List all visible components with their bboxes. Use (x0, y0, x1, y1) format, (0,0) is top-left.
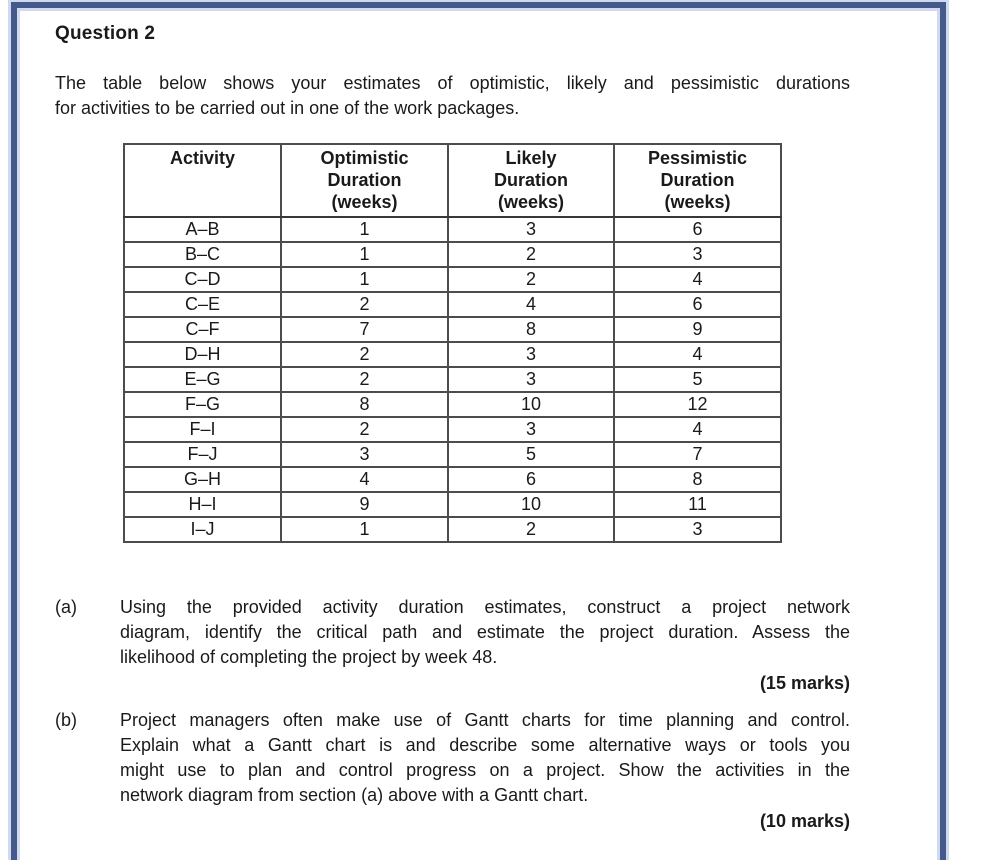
table-row: F–J 3 5 7 (123, 441, 782, 468)
pessimistic-cell: 6 (613, 291, 782, 318)
table-row: F–I 2 3 4 (123, 416, 782, 443)
pessimistic-cell: 7 (613, 441, 782, 468)
pessimistic-cell: 3 (613, 516, 782, 543)
pessimistic-cell: 5 (613, 366, 782, 393)
section-a-body: Using the provided activity duration est… (120, 595, 850, 696)
optimistic-cell: 1 (280, 266, 449, 293)
section-a: (a) Using the provided activity duration… (55, 595, 850, 696)
optimistic-cell: 9 (280, 491, 449, 518)
likely-cell: 2 (447, 266, 615, 293)
table-body: A–B 1 3 6 B–C 1 2 3 C–D 1 2 4 C–E 2 4 (123, 216, 782, 543)
likely-cell: 3 (447, 341, 615, 368)
likely-cell: 4 (447, 291, 615, 318)
section-b-line: network diagram from section (a) above w… (120, 785, 589, 805)
optimistic-cell: 1 (280, 216, 449, 243)
activity-cell: F–I (123, 416, 282, 443)
pessimistic-cell: 4 (613, 416, 782, 443)
likely-cell: 3 (447, 366, 615, 393)
activity-cell: F–G (123, 391, 282, 418)
duration-estimates-table: Activity Optimistic Duration (weeks) Lik… (123, 143, 782, 543)
likely-cell: 6 (447, 466, 615, 493)
optimistic-cell: 7 (280, 316, 449, 343)
activity-cell: B–C (123, 241, 282, 268)
pessimistic-cell: 8 (613, 466, 782, 493)
section-a-label: (a) (55, 597, 77, 617)
optimistic-cell: 4 (280, 466, 449, 493)
col-header-likely: Likely Duration (weeks) (447, 143, 615, 218)
activity-cell: E–G (123, 366, 282, 393)
optimistic-cell: 2 (280, 341, 449, 368)
likely-cell: 2 (447, 241, 615, 268)
likely-cell: 3 (447, 416, 615, 443)
intro-paragraph: The table below shows your estimates of … (55, 71, 850, 121)
table-row: I–J 1 2 3 (123, 516, 782, 543)
table-row: C–D 1 2 4 (123, 266, 782, 293)
optimistic-cell: 2 (280, 291, 449, 318)
optimistic-cell: 3 (280, 441, 449, 468)
likely-cell: 10 (447, 391, 615, 418)
table-row: B–C 1 2 3 (123, 241, 782, 268)
optimistic-cell: 2 (280, 366, 449, 393)
table-row: H–I 9 10 11 (123, 491, 782, 518)
optimistic-cell: 1 (280, 516, 449, 543)
activity-cell: C–E (123, 291, 282, 318)
table-header-row: Activity Optimistic Duration (weeks) Lik… (123, 143, 782, 218)
section-a-line: Using the provided activity duration est… (120, 597, 850, 617)
section-b-body: Project managers often make use of Gantt… (120, 708, 850, 834)
section-a-line: diagram, identify the critical path and … (120, 622, 850, 642)
activity-cell: D–H (123, 341, 282, 368)
table-row: C–F 7 8 9 (123, 316, 782, 343)
table-header: Activity Optimistic Duration (weeks) Lik… (123, 143, 782, 218)
section-b-marks: (10 marks) (759, 811, 850, 831)
table-row: A–B 1 3 6 (123, 216, 782, 243)
col-header-pessimistic: Pessimistic Duration (weeks) (613, 143, 782, 218)
likely-cell: 2 (447, 516, 615, 543)
section-a-line: likelihood of completing the project by … (120, 647, 498, 667)
likely-cell: 8 (447, 316, 615, 343)
activity-cell: C–D (123, 266, 282, 293)
optimistic-cell: 2 (280, 416, 449, 443)
intro-line: for activities to be carried out in one … (55, 98, 520, 118)
table-row: C–E 2 4 6 (123, 291, 782, 318)
section-b-label: (b) (55, 710, 77, 730)
table-row: D–H 2 3 4 (123, 341, 782, 368)
optimistic-cell: 1 (280, 241, 449, 268)
table-row: E–G 2 3 5 (123, 366, 782, 393)
activity-cell: I–J (123, 516, 282, 543)
section-a-marks: (15 marks) (759, 673, 850, 693)
col-header-activity: Activity (123, 143, 282, 218)
activity-cell: G–H (123, 466, 282, 493)
pessimistic-cell: 11 (613, 491, 782, 518)
section-b-line: might use to plan and control progress o… (120, 760, 850, 780)
pessimistic-cell: 3 (613, 241, 782, 268)
pessimistic-cell: 6 (613, 216, 782, 243)
col-header-optimistic: Optimistic Duration (weeks) (280, 143, 449, 218)
activity-cell: F–J (123, 441, 282, 468)
pessimistic-cell: 12 (613, 391, 782, 418)
pessimistic-cell: 4 (613, 266, 782, 293)
pessimistic-cell: 9 (613, 316, 782, 343)
intro-line: The table below shows your estimates of … (55, 73, 850, 93)
section-b-line: Project managers often make use of Gantt… (120, 710, 850, 730)
likely-cell: 5 (447, 441, 615, 468)
table-row: F–G 8 10 12 (123, 391, 782, 418)
section-b-line: Explain what a Gantt chart is and descri… (120, 735, 850, 755)
question-title: Question 2 (55, 23, 156, 44)
activity-cell: A–B (123, 216, 282, 243)
activity-cell: H–I (123, 491, 282, 518)
optimistic-cell: 8 (280, 391, 449, 418)
table-row: G–H 4 6 8 (123, 466, 782, 493)
activity-cell: C–F (123, 316, 282, 343)
likely-cell: 10 (447, 491, 615, 518)
pessimistic-cell: 4 (613, 341, 782, 368)
likely-cell: 3 (447, 216, 615, 243)
section-b: (b) Project managers often make use of G… (55, 708, 850, 834)
